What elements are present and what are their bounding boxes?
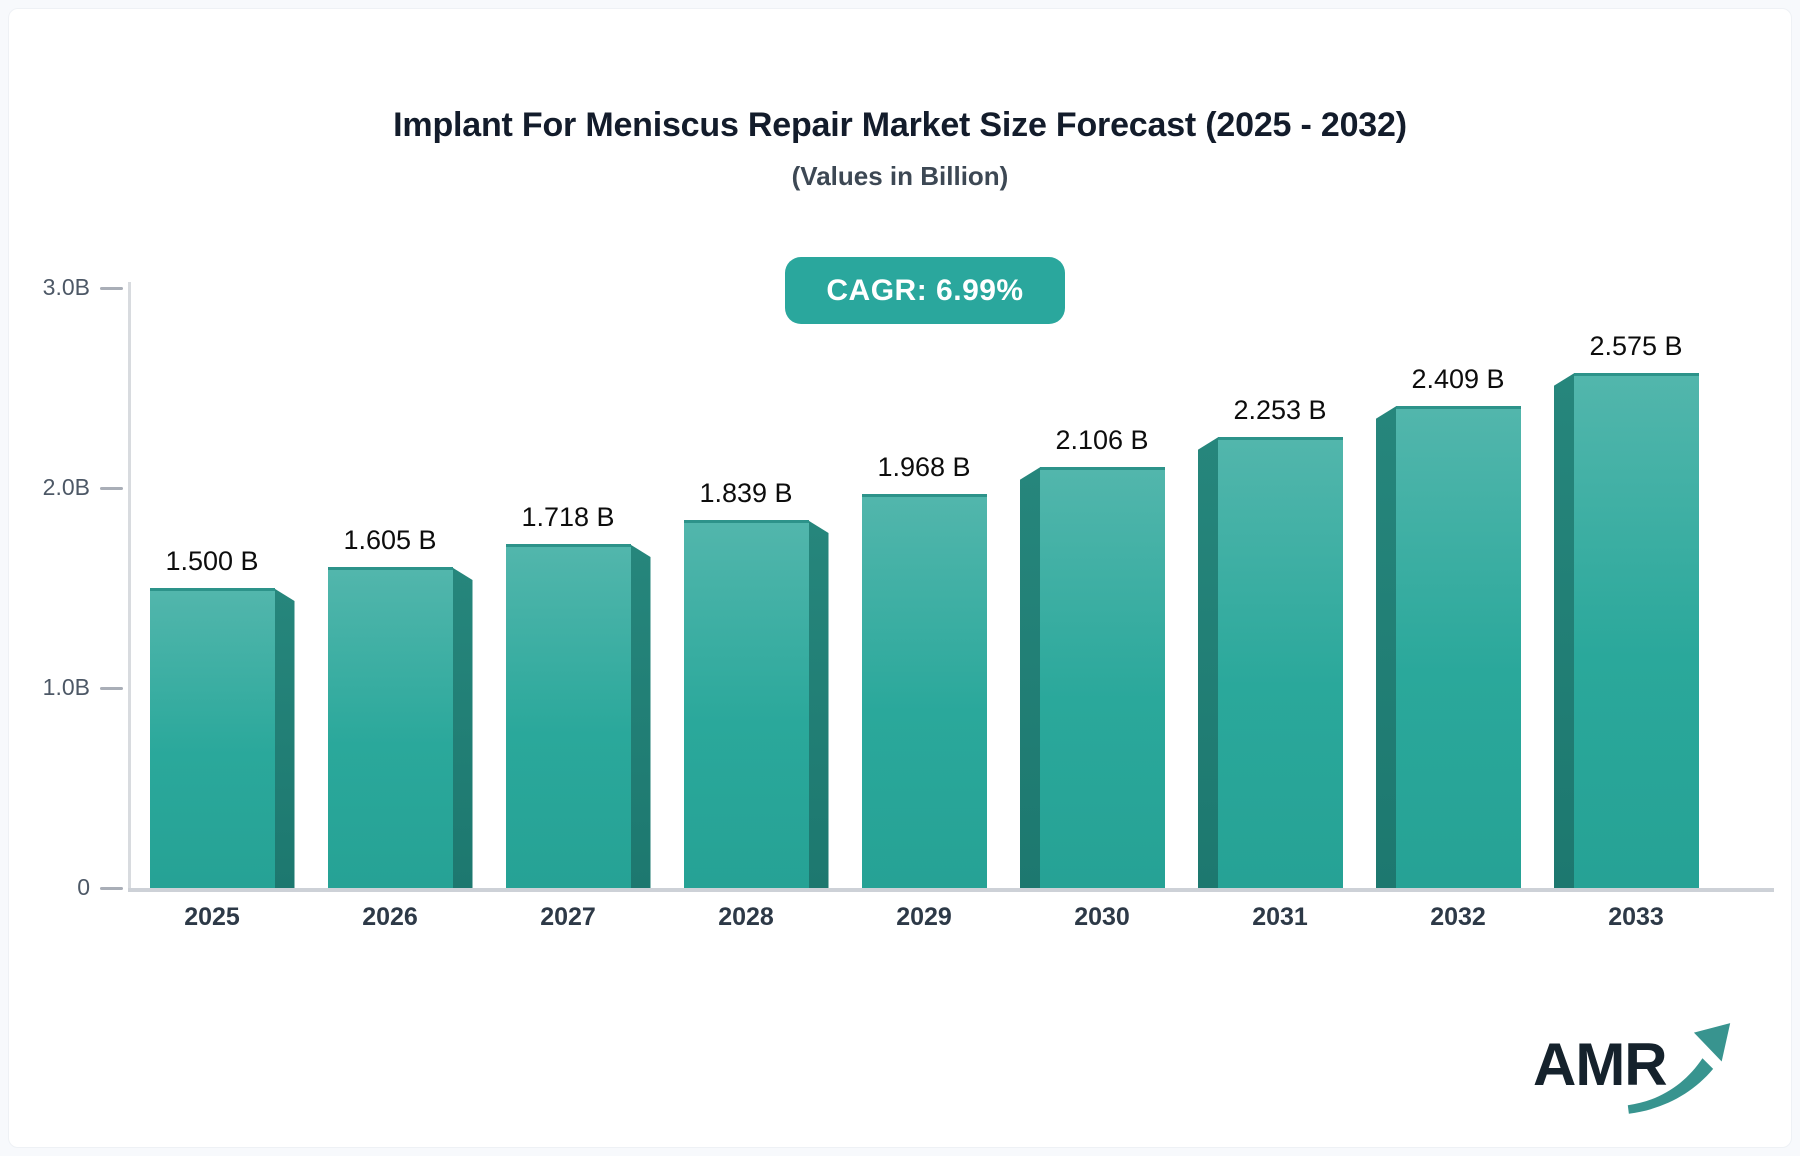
y-tick-dash: [100, 887, 123, 890]
y-tick-label: 1.0B: [42, 674, 90, 700]
bar-value-label: 2.106 B: [1055, 425, 1149, 455]
x-axis-label: 2033: [1608, 903, 1664, 931]
bar-side: [1375, 406, 1397, 888]
amr-logo: AMR: [1525, 1022, 1731, 1122]
bar-value-label: 2.575 B: [1589, 331, 1683, 361]
y-tick-dash: [100, 287, 123, 290]
cagr-badge: CAGR: 6.99%: [785, 257, 1065, 324]
bar-side: [807, 520, 829, 888]
y-tick-dash: [100, 687, 123, 690]
bar-value-label: 1.605 B: [343, 525, 437, 555]
x-axis-label: 2027: [540, 903, 596, 931]
bar-face: [1217, 437, 1343, 888]
y-axis-line: [128, 282, 131, 892]
bar-face: [1039, 467, 1165, 888]
growth-arrow-icon: [1627, 1023, 1731, 1114]
bar-value-label: 1.500 B: [165, 546, 259, 576]
bar-side: [1553, 373, 1575, 888]
bar-face: [1573, 373, 1699, 888]
y-tick-dash: [100, 487, 123, 490]
chart-title: Implant For Meniscus Repair Market Size …: [393, 106, 1407, 144]
y-tick-label: 2.0B: [42, 474, 90, 500]
y-tick-label: 0: [77, 874, 90, 900]
x-axis-label: 2026: [362, 903, 418, 931]
x-axis-label: 2032: [1430, 903, 1486, 931]
bar-face: [861, 494, 987, 888]
x-axis-line: [128, 888, 1774, 892]
bar-face: [149, 588, 275, 888]
x-axis-label: 2025: [184, 903, 240, 931]
bar-face: [505, 544, 631, 888]
bar-face: [683, 520, 809, 888]
chart-subtitle: (Values in Billion): [791, 161, 1009, 191]
y-tick-label: 3.0B: [42, 274, 90, 300]
bar-side: [629, 544, 651, 888]
x-axis-label: 2028: [718, 903, 774, 931]
x-axis-label: 2029: [896, 903, 952, 931]
x-axis-label: 2031: [1252, 903, 1308, 931]
bar-side: [1197, 437, 1219, 888]
x-axis-label: 2030: [1074, 903, 1130, 931]
bar-value-label: 2.409 B: [1411, 364, 1505, 394]
bar-value-label: 1.839 B: [699, 478, 793, 508]
bar-value-label: 1.718 B: [521, 502, 615, 532]
bar-value-label: 2.253 B: [1233, 395, 1327, 425]
bar-side: [1019, 467, 1041, 888]
bar-value-label: 1.968 B: [877, 452, 971, 482]
bar-face: [1395, 406, 1521, 888]
bar-face: [327, 567, 453, 888]
bar-side: [451, 567, 473, 888]
bar-side: [273, 588, 295, 888]
amr-logo-text: AMR: [1533, 1031, 1668, 1098]
